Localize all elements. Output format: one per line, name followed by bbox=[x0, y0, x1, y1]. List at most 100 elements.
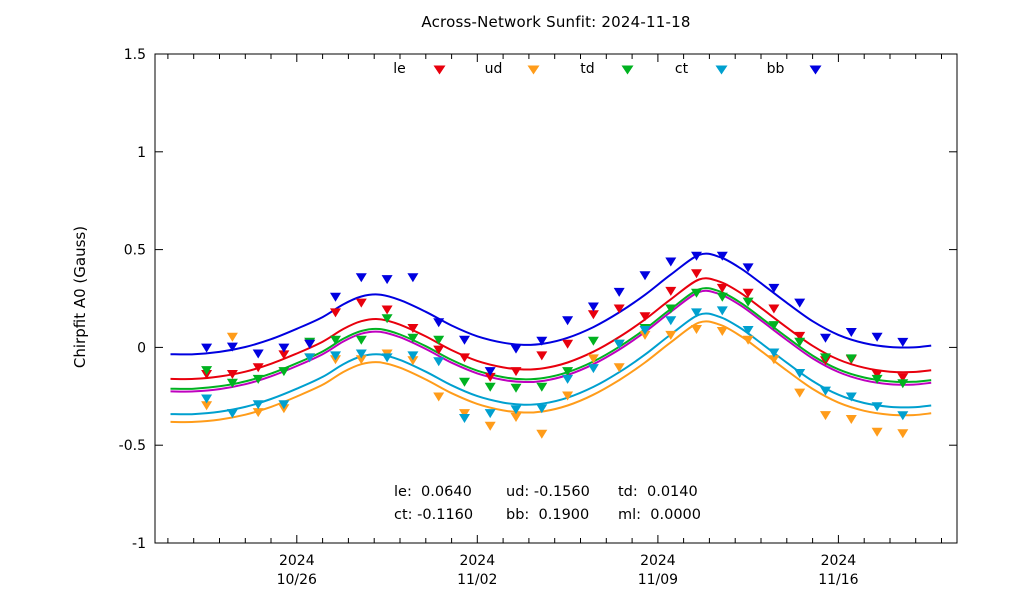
point-ud bbox=[691, 325, 702, 334]
legend-marker-le-icon bbox=[433, 65, 446, 74]
point-ct bbox=[871, 402, 883, 412]
point-ud bbox=[355, 355, 367, 365]
point-bb bbox=[742, 263, 754, 273]
y-axis-label: Chirpfit A0 (Gauss) bbox=[71, 225, 89, 369]
point-le bbox=[252, 363, 264, 373]
point-le bbox=[330, 308, 341, 318]
point-le bbox=[665, 286, 677, 296]
point-ud bbox=[897, 429, 909, 439]
point-bb bbox=[407, 273, 419, 283]
point-ct bbox=[897, 411, 909, 421]
point-td bbox=[897, 379, 909, 389]
point-bb bbox=[794, 298, 806, 308]
point-ct bbox=[252, 400, 264, 410]
point-td bbox=[484, 382, 496, 392]
points-td bbox=[201, 288, 909, 393]
point-td bbox=[845, 354, 857, 364]
legend-item-bb: bb bbox=[742, 61, 836, 77]
point-bb bbox=[871, 332, 883, 342]
point-ud bbox=[536, 429, 548, 439]
point-le bbox=[794, 331, 806, 341]
point-td bbox=[794, 337, 806, 347]
point-ud bbox=[433, 392, 445, 402]
point-ud bbox=[252, 408, 264, 418]
point-ud bbox=[510, 413, 522, 422]
point-ct bbox=[459, 414, 470, 423]
point-le bbox=[562, 339, 574, 349]
point-td bbox=[278, 367, 290, 377]
fit-results-block: le: 0.0640 ud: -0.1560 td: 0.0140 ct: -0.11… bbox=[394, 481, 730, 527]
point-bb bbox=[484, 367, 496, 377]
point-le bbox=[768, 304, 780, 314]
x-tick-year: 2024 bbox=[459, 553, 495, 569]
legend-marker-td-icon bbox=[621, 65, 634, 74]
point-bb bbox=[768, 283, 780, 293]
point-bb bbox=[381, 275, 393, 285]
curve-ml bbox=[170, 289, 932, 393]
y-ticks: -1 -0.5 0 0.5 1 1.5 bbox=[119, 47, 957, 552]
y-tick-label: -1 bbox=[132, 536, 146, 552]
point-bb bbox=[355, 273, 367, 283]
point-bb bbox=[536, 336, 548, 346]
legend-marker-ud-icon bbox=[527, 65, 540, 74]
point-bb bbox=[897, 337, 909, 347]
point-bb bbox=[613, 287, 625, 297]
point-ud bbox=[613, 363, 625, 373]
point-ud bbox=[587, 354, 599, 364]
point-td bbox=[381, 314, 393, 324]
point-td bbox=[510, 383, 522, 393]
point-le bbox=[897, 373, 909, 383]
x-tick-year: 2024 bbox=[279, 553, 315, 569]
x-tick-year: 2024 bbox=[640, 553, 676, 569]
point-bb bbox=[691, 251, 702, 261]
point-bb bbox=[201, 343, 213, 353]
point-ud bbox=[639, 330, 651, 340]
x-ticks: 2024 10/26 2024 11/02 2024 11/09 2024 11/16 bbox=[167, 54, 942, 588]
curve-le bbox=[170, 277, 932, 381]
point-ud bbox=[665, 330, 677, 340]
fit-value-ud: ud: -0.1560 bbox=[506, 484, 590, 500]
point-le bbox=[226, 370, 238, 379]
legend-label-td: td bbox=[580, 61, 595, 77]
fit-value-ct: ct: -0.1160 bbox=[394, 507, 474, 523]
point-ct bbox=[278, 400, 290, 410]
point-le bbox=[381, 305, 393, 315]
point-td bbox=[691, 288, 702, 298]
point-ud bbox=[742, 335, 754, 345]
fit-value-bb: bb: 0.1900 bbox=[506, 507, 590, 523]
point-ud bbox=[484, 421, 496, 431]
point-bb bbox=[226, 342, 238, 352]
point-td bbox=[871, 374, 883, 384]
point-ct bbox=[201, 394, 213, 404]
point-ud bbox=[201, 401, 213, 411]
x-tick-year: 2024 bbox=[821, 553, 857, 569]
point-td bbox=[768, 321, 780, 331]
curve-ud bbox=[170, 320, 932, 424]
point-td bbox=[820, 353, 831, 363]
point-td bbox=[665, 304, 677, 314]
curve-td bbox=[170, 287, 932, 390]
point-bb bbox=[278, 343, 290, 353]
point-bb bbox=[665, 257, 677, 267]
point-td bbox=[742, 297, 754, 307]
legend-item-ud: ud bbox=[460, 61, 554, 77]
legend-marker-ct-icon bbox=[715, 65, 728, 74]
point-ud bbox=[820, 411, 831, 421]
point-bb bbox=[716, 251, 728, 261]
point-bb bbox=[252, 349, 264, 359]
point-ct bbox=[355, 349, 367, 359]
point-le bbox=[613, 304, 625, 314]
point-bb bbox=[820, 333, 831, 343]
point-td bbox=[226, 378, 238, 388]
point-td bbox=[201, 366, 213, 376]
point-ud bbox=[226, 332, 238, 342]
point-ud bbox=[768, 355, 780, 365]
point-td bbox=[407, 333, 419, 343]
legend-label-le: le bbox=[393, 61, 406, 77]
point-td bbox=[433, 335, 445, 345]
point-bb bbox=[845, 328, 857, 337]
x-tick-date: 11/16 bbox=[818, 572, 858, 588]
point-td bbox=[252, 374, 264, 384]
point-le bbox=[278, 350, 290, 360]
